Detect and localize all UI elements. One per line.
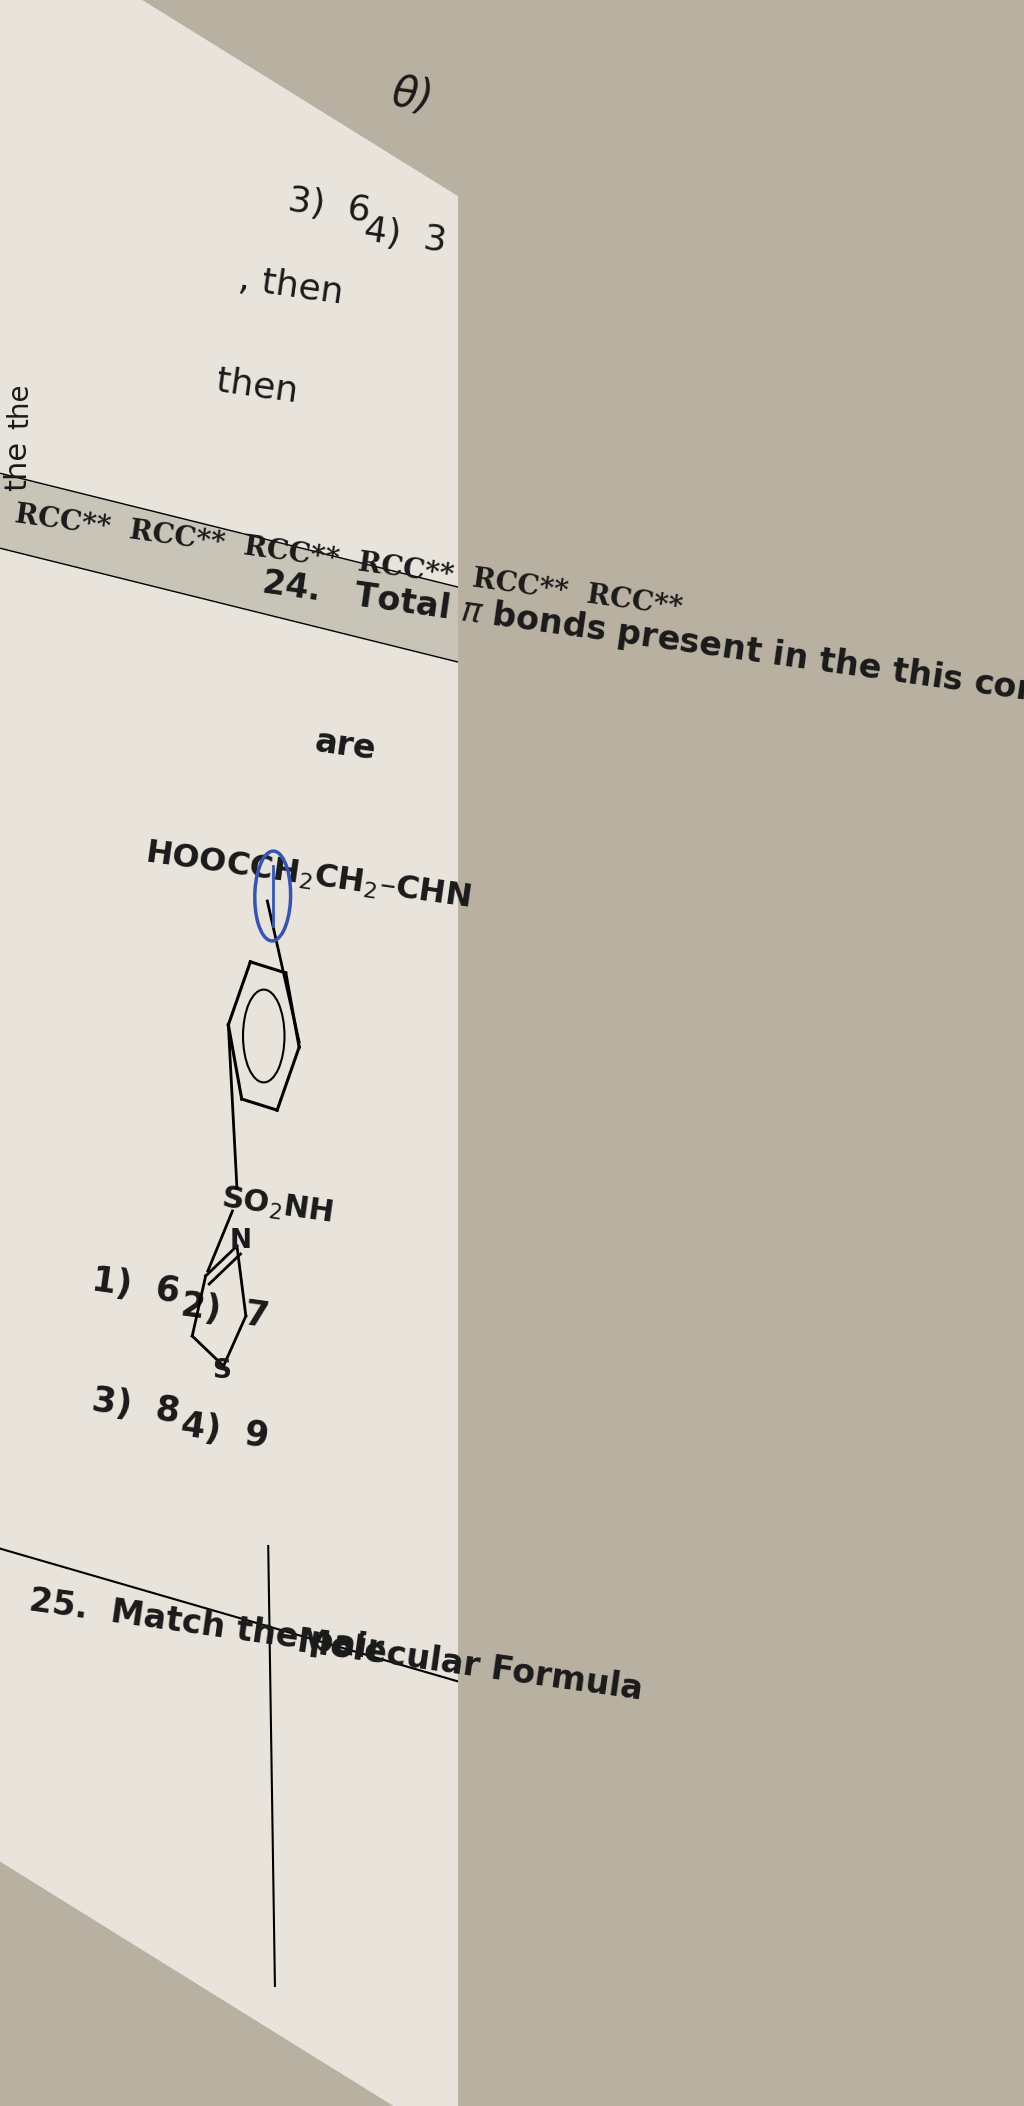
- Polygon shape: [0, 0, 474, 2106]
- Text: 4)  9: 4) 9: [179, 1409, 271, 1453]
- Text: SO$_2$NH: SO$_2$NH: [219, 1184, 334, 1230]
- Text: Molecular Formula: Molecular Formula: [295, 1626, 645, 1706]
- Text: 4)  3: 4) 3: [362, 213, 449, 259]
- Text: 1)  6: 1) 6: [89, 1264, 182, 1310]
- Text: RCC**  RCC**  RCC**  RCC**  RCC**  RCC**: RCC** RCC** RCC** RCC** RCC** RCC**: [13, 501, 684, 621]
- Text: , then: , then: [237, 261, 346, 310]
- Text: the: the: [3, 440, 33, 491]
- Text: 25.  Match the pair: 25. Match the pair: [27, 1586, 385, 1668]
- Text: 3)  8: 3) 8: [89, 1384, 181, 1430]
- Text: are: are: [313, 724, 379, 767]
- Polygon shape: [0, 472, 474, 665]
- Text: S: S: [212, 1358, 230, 1384]
- Text: θ): θ): [389, 72, 436, 120]
- Text: 3)  6: 3) 6: [286, 183, 373, 230]
- Text: N: N: [229, 1228, 252, 1253]
- Text: 24.   Total $\pi$ bonds present in the this compound: 24. Total $\pi$ bonds present in the thi…: [259, 564, 1024, 729]
- Text: HOOCCH$_2$CH$_2$–CHN: HOOCCH$_2$CH$_2$–CHN: [143, 836, 472, 914]
- Text: 2)  7: 2) 7: [179, 1289, 271, 1333]
- Text: the: the: [7, 383, 35, 430]
- Text: then: then: [215, 364, 301, 409]
